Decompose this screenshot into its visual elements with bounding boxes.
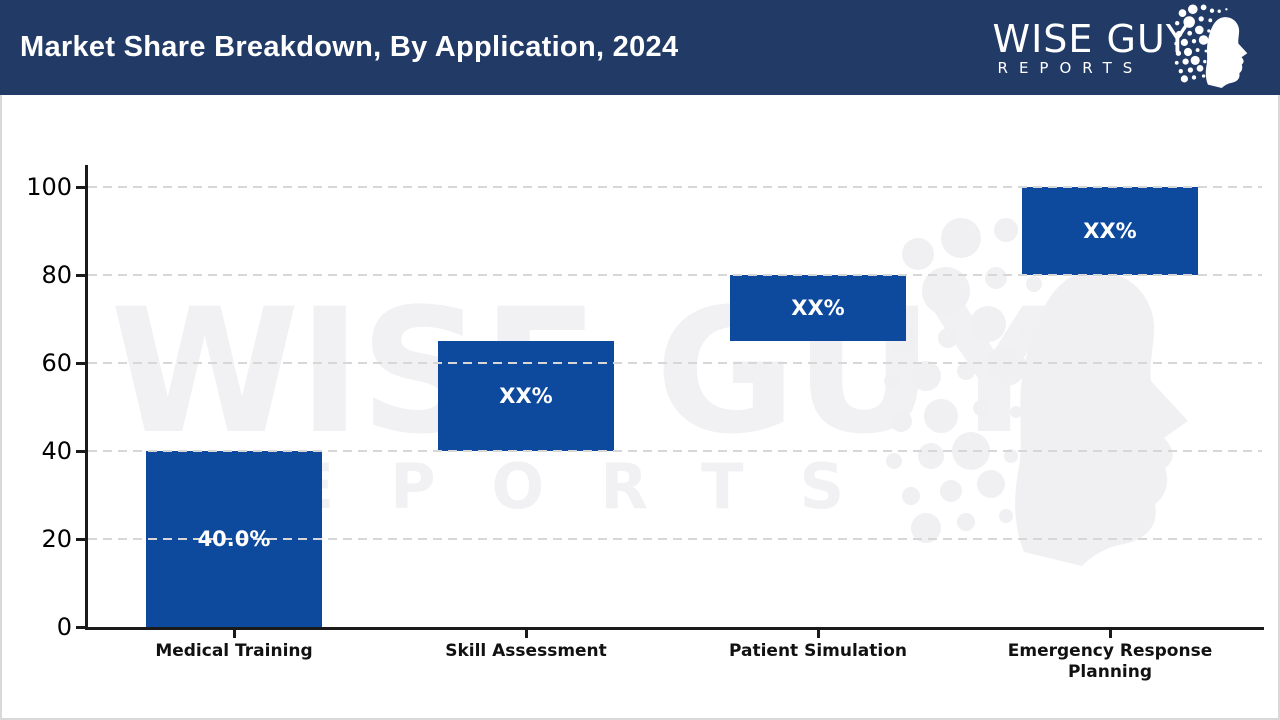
x-category-label: Patient Simulation	[728, 641, 908, 661]
bar-skill-assessment	[438, 341, 614, 451]
bar-value-label: XX%	[1083, 219, 1137, 243]
x-tick	[524, 630, 528, 638]
y-tick	[76, 538, 85, 541]
bar-patient-simulation	[730, 275, 906, 341]
logo-subtext: REPORTS	[997, 58, 1144, 77]
page-title: Market Share Breakdown, By Application, …	[20, 31, 679, 63]
watermark-head-icon	[884, 218, 1188, 566]
logo-head-icon	[1174, 3, 1248, 88]
bar-value-label: XX%	[499, 384, 553, 408]
y-tick-label: 40	[41, 437, 72, 465]
y-tick	[76, 626, 85, 629]
y-tick	[76, 186, 85, 189]
y-axis-line	[85, 165, 88, 630]
y-tick	[76, 362, 85, 365]
wise-guy-logo: WISE GUY REPORTS	[993, 3, 1266, 88]
y-tick-label: 60	[41, 349, 72, 377]
y-tick-label: 0	[56, 613, 72, 641]
x-category-label: Emergency Response Planning	[1007, 641, 1213, 682]
y-gridline	[88, 274, 1262, 276]
logo-text: WISE GUY REPORTS	[993, 19, 1190, 77]
bar-value-label: 40.0%	[197, 527, 271, 551]
x-category-label: Skill Assessment	[445, 641, 607, 661]
logo-wordmark: WISE GUY	[992, 16, 1190, 61]
x-tick	[816, 630, 820, 638]
bar-value-label: XX%	[791, 296, 845, 320]
bar-emergency-response-planning	[1022, 187, 1198, 275]
y-tick	[76, 450, 85, 453]
x-tick	[1108, 630, 1112, 638]
y-tick-label: 80	[41, 261, 72, 289]
x-tick	[232, 630, 236, 638]
y-gridline	[88, 362, 1262, 364]
y-tick	[76, 274, 85, 277]
header: Market Share Breakdown, By Application, …	[0, 0, 1280, 95]
y-gridline	[88, 538, 1262, 540]
y-tick-label: 100	[26, 173, 72, 201]
x-axis-line	[85, 627, 1264, 630]
x-category-label: Medical Training	[155, 641, 313, 661]
y-tick-label: 20	[41, 525, 72, 553]
y-gridline	[88, 186, 1262, 188]
y-gridline	[88, 450, 1262, 452]
